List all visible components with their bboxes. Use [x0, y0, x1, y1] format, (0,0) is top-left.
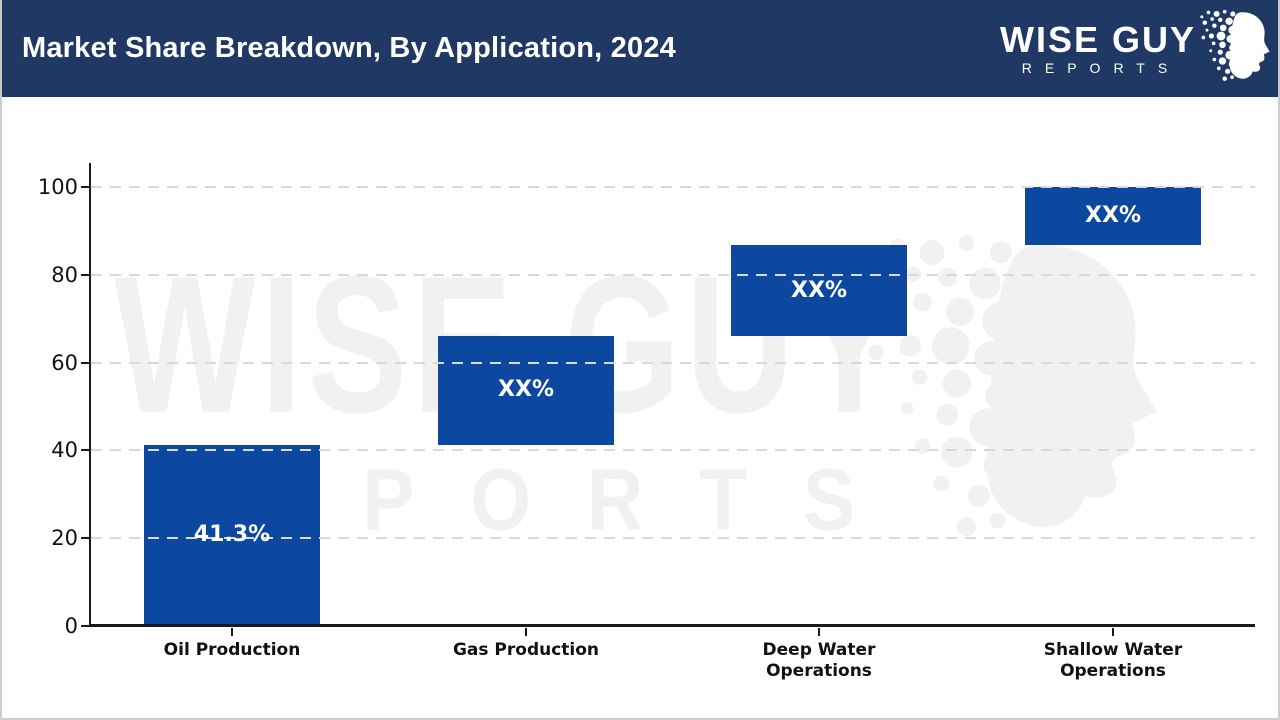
bar-1: [438, 336, 614, 445]
y-tick-60: [81, 361, 90, 364]
y-tick-80: [81, 273, 90, 276]
x-category-label-1: Gas Production: [452, 640, 600, 660]
y-tick-40: [81, 449, 90, 452]
x-tick-1: [525, 628, 527, 636]
bar-label-2: XX%: [791, 277, 847, 303]
bar-label-3: XX%: [1085, 202, 1141, 228]
y-tick-0: [81, 625, 90, 627]
y-tick-label-20: 20: [51, 526, 78, 551]
x-tick-0: [231, 628, 233, 636]
bar-label-0: 41.3%: [193, 522, 271, 548]
y-tick-label-0: 0: [64, 614, 78, 638]
gridline-100: [91, 186, 1255, 188]
gridline-60: [91, 361, 1255, 364]
y-tick-20: [81, 537, 90, 540]
y-tick-100: [81, 186, 90, 188]
logo-wordmark-block: WISE GUY REPORTS: [1000, 21, 1196, 76]
logo-wordmark: WISE GUY: [999, 19, 1196, 61]
y-axis-line: [89, 163, 91, 626]
y-tick-label-100: 100: [37, 175, 78, 199]
chart-area: WISE GUY REPORTS 0 20 40 60 80 100 41.3% Oil Pr…: [2, 97, 1278, 718]
header-banner: Market Share Breakdown, By Application, …: [2, 0, 1278, 97]
bar-0: [144, 444, 320, 626]
y-tick-label-80: 80: [51, 262, 78, 287]
x-tick-3: [1112, 628, 1114, 636]
wiseguy-face-icon: [1200, 9, 1270, 81]
y-tick-label-60: 60: [51, 350, 78, 375]
wiseguy-logo: WISE GUY REPORTS: [1000, 8, 1272, 89]
logo-subtitle: REPORTS: [1021, 59, 1181, 76]
chart-title: Market Share Breakdown, By Application, …: [22, 32, 676, 64]
x-category-label-2: Deep Water Operations: [762, 640, 876, 682]
gridline-40: [91, 449, 1255, 452]
x-category-label-0: Oil Production: [163, 640, 301, 660]
x-tick-2: [818, 628, 820, 636]
gridline-80: [91, 273, 1255, 276]
y-tick-label-40: 40: [51, 438, 78, 463]
x-category-label-3: Shallow Water Operations: [1043, 640, 1183, 682]
bar-label-1: XX%: [498, 377, 554, 403]
gridline-20: [91, 537, 1255, 540]
x-axis-line: [89, 624, 1255, 627]
